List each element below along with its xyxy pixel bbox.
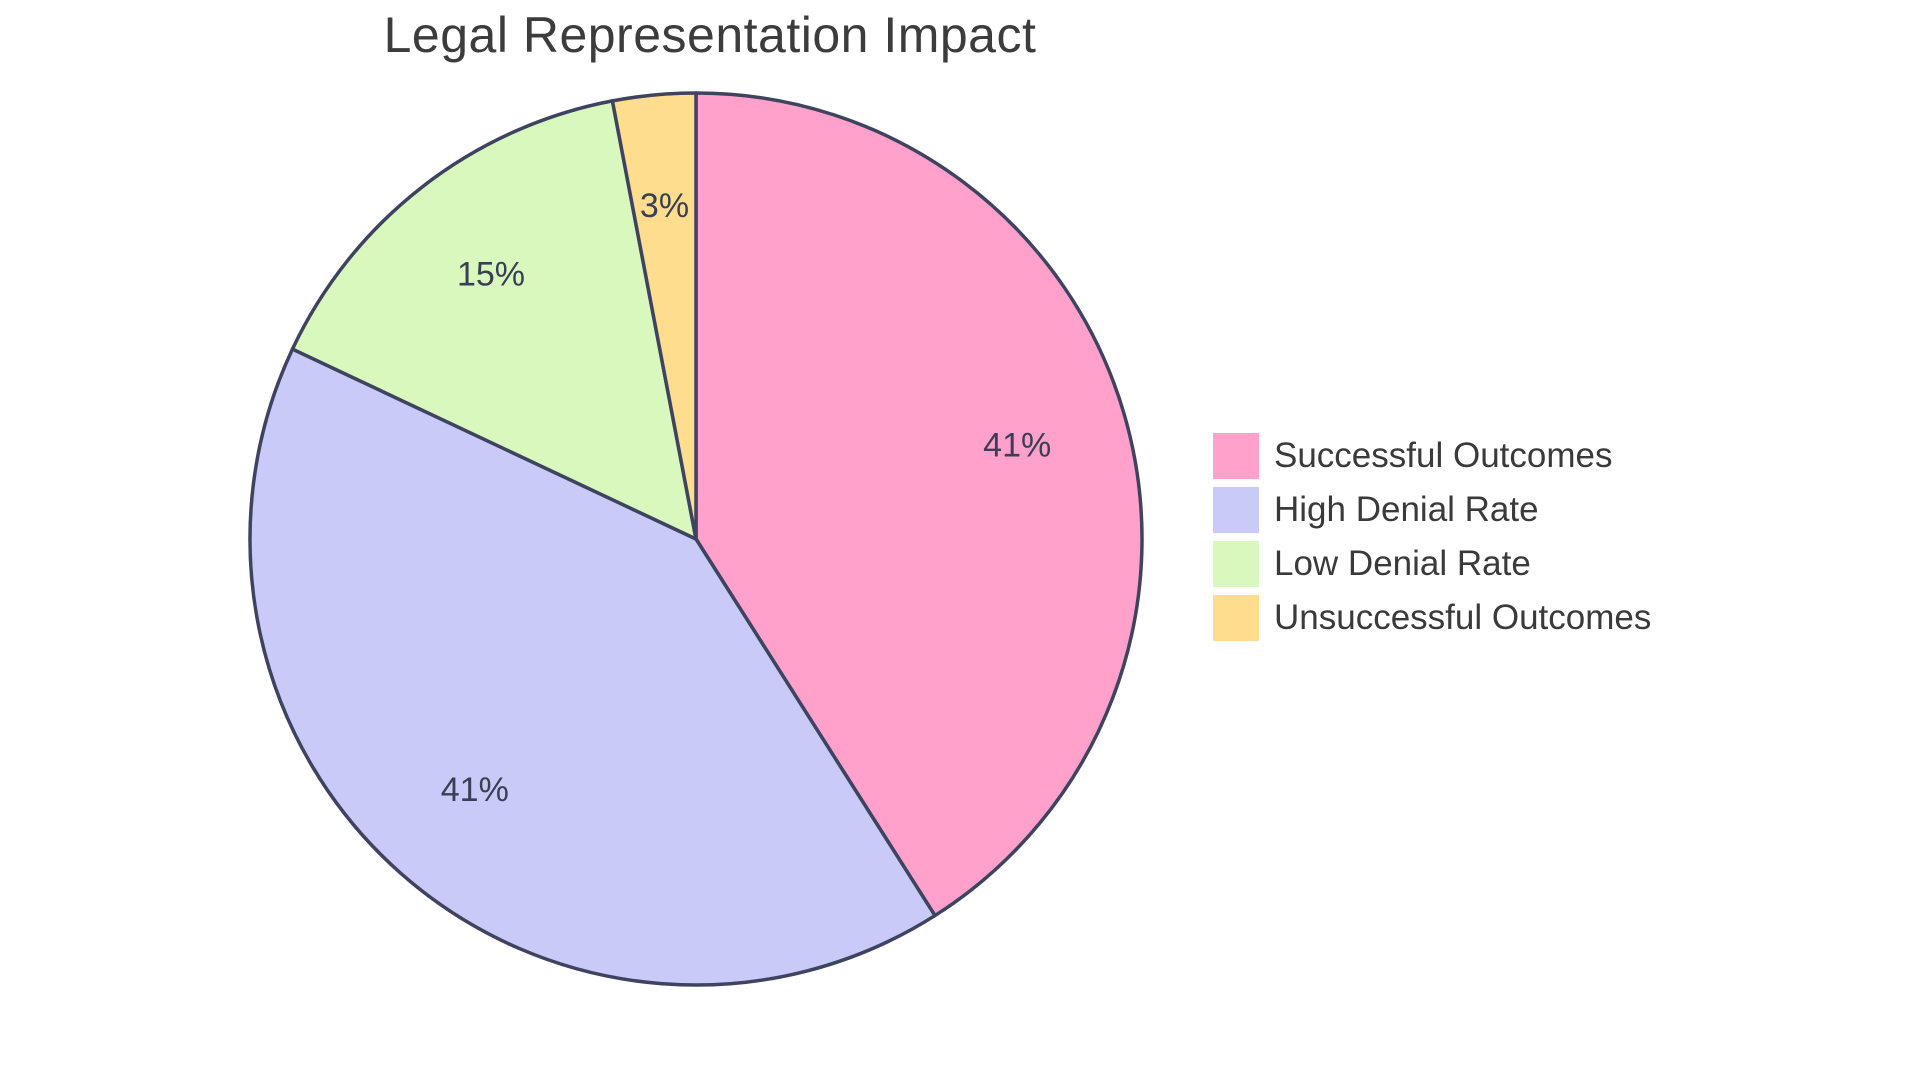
pie-slice-successful-outcomes bbox=[694, 91, 1144, 918]
legend-swatch bbox=[1213, 433, 1259, 479]
legend-swatch bbox=[1213, 487, 1259, 533]
legend-item-unsuccessful-outcomes: Unsuccessful Outcomes bbox=[1213, 595, 1651, 641]
pie-slice-percentage-label: 3% bbox=[640, 187, 689, 225]
pie-slice-percentage-label: 41% bbox=[983, 427, 1051, 465]
pie-slice-low-denial-rate bbox=[290, 99, 698, 541]
pie-slice-percentage-label: 41% bbox=[441, 771, 509, 809]
legend-label: High Denial Rate bbox=[1274, 490, 1539, 529]
legend-item-successful-outcomes: Successful Outcomes bbox=[1213, 433, 1651, 479]
legend-item-high-denial-rate: High Denial Rate bbox=[1213, 487, 1651, 533]
legend-label: Unsuccessful Outcomes bbox=[1274, 598, 1652, 637]
pie-slices bbox=[248, 91, 1144, 987]
chart-title: Legal Representation Impact bbox=[383, 7, 1037, 63]
legend-item-low-denial-rate: Low Denial Rate bbox=[1213, 541, 1651, 587]
pie-slice-high-denial-rate bbox=[248, 347, 937, 987]
legend: Successful Outcomes High Denial Rate Low D… bbox=[1213, 433, 1651, 649]
pie-slice-percentage-label: 15% bbox=[457, 256, 525, 294]
legend-label: Successful Outcomes bbox=[1274, 436, 1613, 475]
legend-label: Low Denial Rate bbox=[1274, 544, 1531, 583]
pie-slice-unsuccessful-outcomes bbox=[610, 91, 698, 541]
pie-slice-labels: 41% 41% 15% 3% bbox=[441, 187, 1051, 809]
legend-swatch bbox=[1213, 595, 1259, 641]
legend-swatch bbox=[1213, 541, 1259, 587]
